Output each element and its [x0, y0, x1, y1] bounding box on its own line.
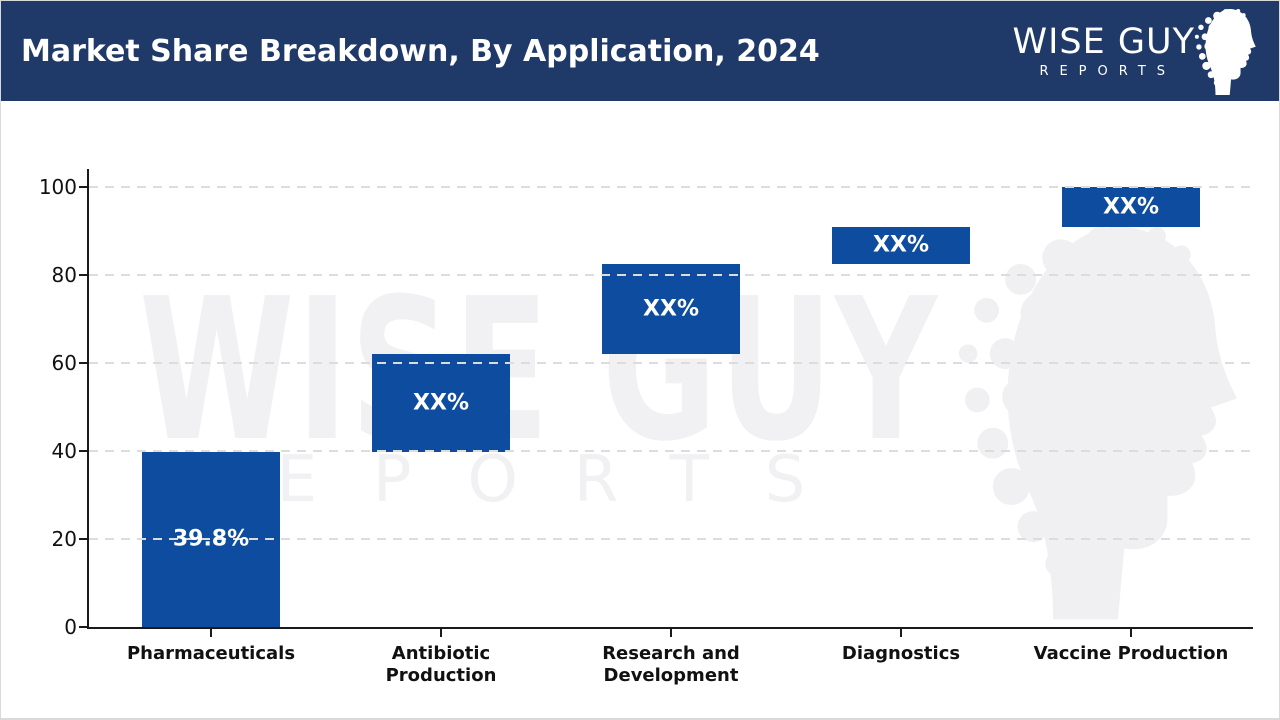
- x-category-label-0: Pharmaceuticals: [127, 643, 295, 665]
- x-category-label-2: Research and Development: [602, 643, 740, 687]
- x-tick-2: [670, 629, 672, 637]
- gridline-100: [89, 186, 1253, 188]
- y-axis: [87, 169, 89, 629]
- x-category-label-line: Antibiotic: [391, 643, 491, 664]
- x-category-label-1: Antibiotic Production: [386, 643, 497, 687]
- x-category-label-line: Pharmaceuticals: [126, 643, 296, 664]
- bar-value-label-3: XX%: [873, 232, 929, 258]
- x-category-label-line: Research and: [602, 643, 740, 664]
- y-tick-label-100: 100: [38, 175, 77, 199]
- y-tick-60: [79, 362, 87, 364]
- y-tick-100: [79, 186, 87, 188]
- y-tick-label-60: 60: [51, 351, 77, 375]
- gridline-60: [89, 362, 1253, 364]
- x-category-label-line: Production: [385, 665, 497, 686]
- wiseguy-logo: WISE GUY REPORTS: [1012, 7, 1265, 95]
- x-category-label-4: Vaccine Production: [1034, 643, 1229, 665]
- logo-text: WISE GUY REPORTS: [1012, 21, 1195, 79]
- bar-4: [1062, 187, 1200, 227]
- bar-value-label-2: XX%: [643, 296, 699, 322]
- page-title: Market Share Breakdown, By Application, …: [21, 33, 820, 69]
- watermark-wordmark: WISE GUY: [139, 257, 939, 485]
- y-tick-label-0: 0: [64, 615, 77, 639]
- bar-value-label-0: 39.8%: [172, 526, 250, 552]
- x-category-label-line: Vaccine Production: [1033, 643, 1229, 664]
- y-tick-40: [79, 450, 87, 452]
- y-tick-0: [79, 626, 87, 628]
- y-tick-label-80: 80: [51, 263, 77, 287]
- x-tick-3: [900, 629, 902, 637]
- gridline-80: [89, 274, 1253, 276]
- x-tick-0: [210, 629, 212, 637]
- y-tick-20: [79, 538, 87, 540]
- x-category-label-line: Development: [603, 665, 739, 686]
- logo-wordmark: WISE GUY: [1012, 21, 1195, 62]
- x-tick-4: [1130, 629, 1132, 637]
- gridline-20: [89, 538, 1253, 540]
- bar-3: [832, 226, 970, 264]
- x-category-label-line: Diagnostics: [841, 643, 961, 664]
- watermark-subtitle: REPORTS: [176, 443, 862, 517]
- bar-value-label-1: XX%: [413, 390, 469, 416]
- wiseguy-head-icon: [1194, 8, 1256, 95]
- bar-2: [602, 264, 740, 355]
- y-tick-80: [79, 274, 87, 276]
- bar-1: [372, 354, 510, 452]
- x-axis: [87, 627, 1253, 629]
- x-tick-1: [440, 629, 442, 637]
- y-tick-label-40: 40: [51, 439, 77, 463]
- x-category-label-3: Diagnostics: [842, 643, 960, 665]
- header-band: Market Share Breakdown, By Application, …: [1, 1, 1279, 101]
- y-tick-label-20: 20: [51, 527, 77, 551]
- bar-value-label-4: XX%: [1103, 194, 1159, 220]
- gridline-40: [89, 450, 1253, 452]
- logo-subtitle: REPORTS: [1039, 63, 1177, 79]
